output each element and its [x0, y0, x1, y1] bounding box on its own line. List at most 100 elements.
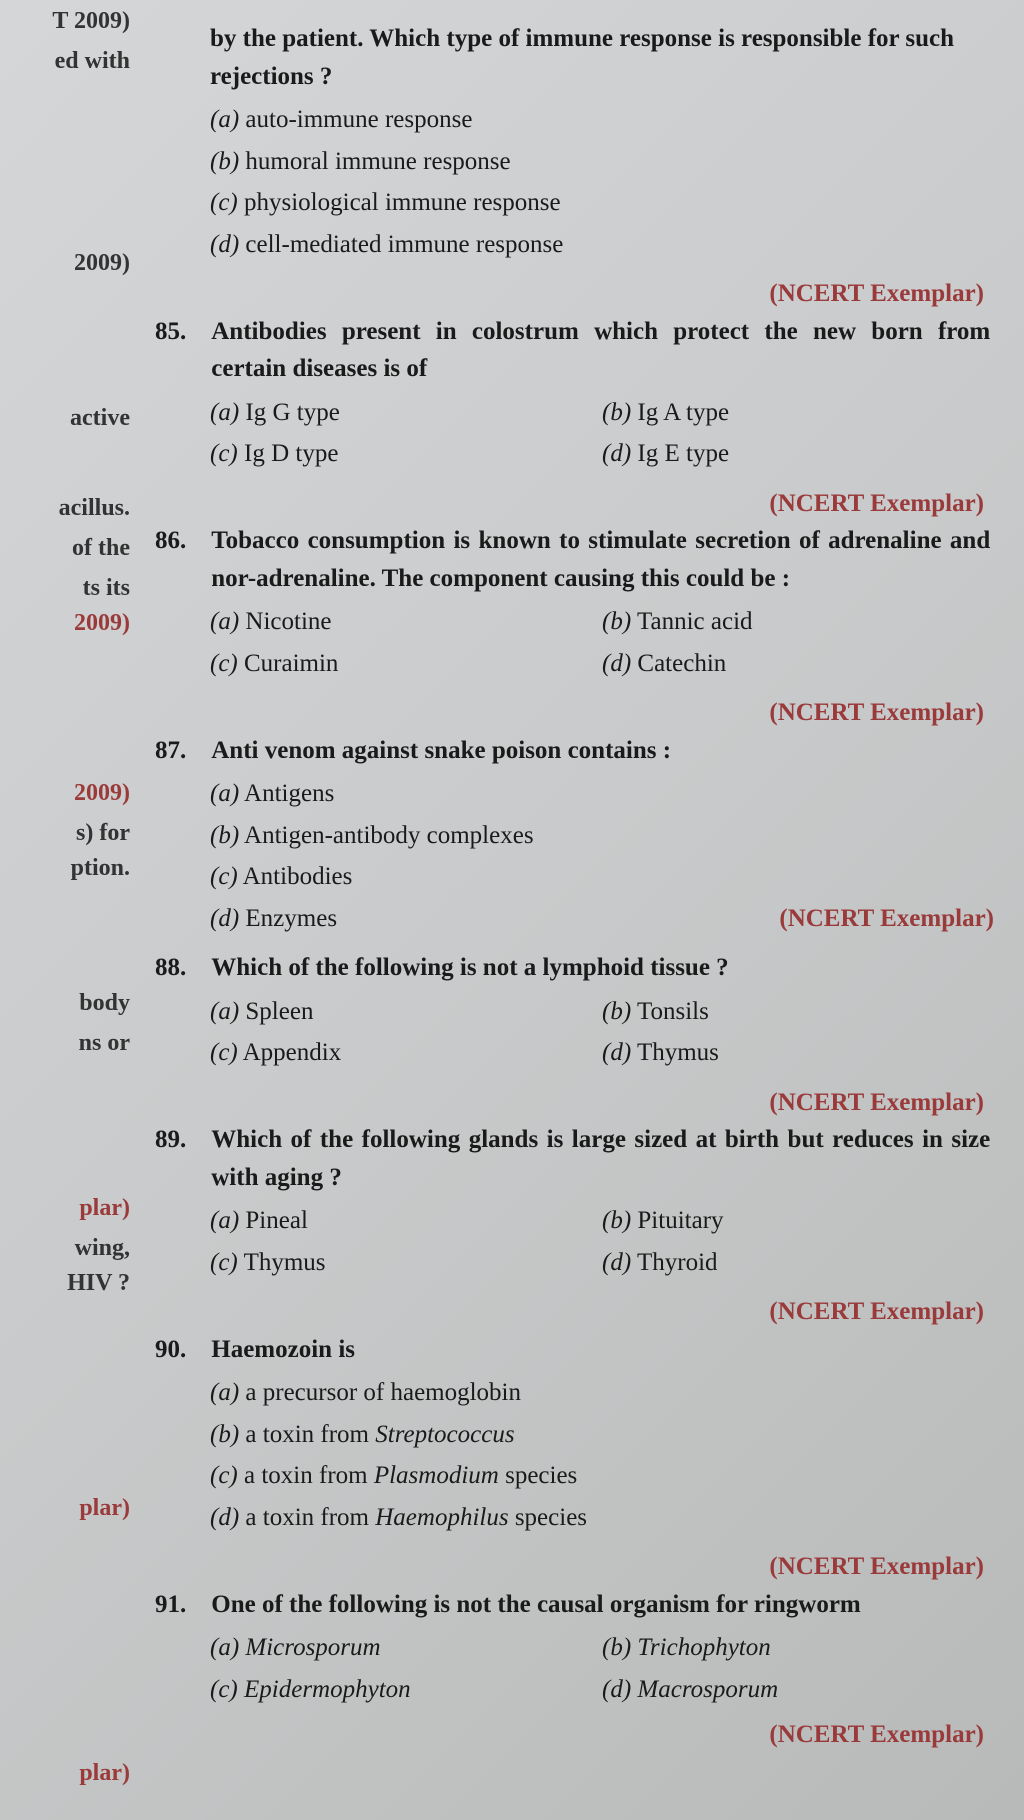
question-87: (NCERT Exemplar) 87. Anti venom against …	[155, 694, 994, 939]
opt-text: Thymus	[244, 1249, 326, 1276]
opt-text: Tonsils	[637, 998, 709, 1025]
opt-text: Trichophyton	[637, 1634, 770, 1661]
question-90: (NCERT Exemplar) 90. Haemozoin is (a) a …	[155, 1293, 994, 1538]
exemplar-tag: (NCERT Exemplar)	[602, 898, 994, 940]
margin-note: 2009)	[74, 780, 130, 807]
opt-label: (d)	[210, 231, 239, 258]
opt-label: (a)	[210, 1634, 239, 1661]
q-number: 89.	[155, 1121, 205, 1159]
exemplar-tag: (NCERT Exemplar)	[155, 1716, 994, 1754]
margin-note: 2009)	[74, 250, 130, 277]
opt-label: (a)	[210, 998, 239, 1025]
opt-text: Ig D type	[244, 440, 338, 467]
q-number: 90.	[155, 1331, 205, 1369]
opt-text: a toxin from Plasmodium species	[244, 1462, 577, 1489]
opt-text: Nicotine	[245, 608, 331, 635]
opt-label: (d)	[602, 650, 631, 677]
question-86: (NCERT Exemplar) 86. Tobacco consumption…	[155, 485, 994, 685]
q-number: 88.	[155, 949, 205, 987]
q-number: 91.	[155, 1586, 205, 1624]
exemplar-tag: (NCERT Exemplar)	[155, 275, 994, 313]
margin-note: plar)	[79, 1195, 130, 1222]
margin-note: plar)	[79, 1495, 130, 1522]
opt-label: (d)	[602, 1249, 631, 1276]
margin-note: HIV ?	[67, 1270, 130, 1297]
opt-label: (b)	[602, 998, 631, 1025]
opt-label: (c)	[210, 863, 238, 890]
opt-label: (c)	[210, 1249, 238, 1276]
opt-text: a toxin from Haemophilus species	[245, 1504, 587, 1531]
left-margin: T 2009) ed with 2009) active acillus. of…	[0, 0, 140, 1820]
exemplar-tag: (NCERT Exemplar)	[155, 1548, 994, 1586]
opt-text: Epidermophyton	[244, 1676, 411, 1703]
opt-label: (b)	[210, 822, 239, 849]
margin-note: wing,	[75, 1235, 130, 1262]
margin-note: plar)	[79, 1760, 130, 1787]
opt-text: Antibodies	[243, 863, 353, 890]
opt-text: auto-immune response	[245, 106, 472, 133]
exemplar-tag: (NCERT Exemplar)	[155, 1084, 994, 1122]
opt-text: Antigen-antibody complexes	[244, 822, 534, 849]
opt-label: (d)	[602, 440, 631, 467]
opt-text: Ig G type	[245, 399, 339, 426]
opt-label: (c)	[210, 440, 238, 467]
q-number: 85.	[155, 313, 205, 351]
opt-label: (d)	[602, 1676, 631, 1703]
q-text: Tobacco consumption is known to stimulat…	[211, 522, 990, 597]
opt-label: (d)	[210, 905, 239, 932]
opt-text: Pituitary	[637, 1207, 723, 1234]
q-number: 86.	[155, 522, 205, 560]
opt-label: (a)	[210, 780, 239, 807]
q-text: Antibodies present in colostrum which pr…	[211, 313, 990, 388]
opt-text: Catechin	[637, 650, 726, 677]
opt-text: Spleen	[245, 998, 313, 1025]
opt-text: Thyroid	[637, 1249, 718, 1276]
opt-text: Ig A type	[637, 399, 729, 426]
exemplar-tag: (NCERT Exemplar)	[155, 694, 994, 732]
opt-label: (b)	[602, 399, 631, 426]
margin-note: body	[79, 990, 130, 1017]
opt-label: (a)	[210, 608, 239, 635]
question-89: (NCERT Exemplar) 89. Which of the follow…	[155, 1084, 994, 1284]
opt-text: Microsporum	[245, 1634, 380, 1661]
opt-text: Appendix	[243, 1039, 342, 1066]
margin-note: T 2009)	[52, 8, 130, 35]
opt-label: (c)	[210, 1462, 238, 1489]
opt-label: (c)	[210, 1039, 238, 1066]
opt-label: (a)	[210, 399, 239, 426]
margin-note: ns or	[79, 1030, 130, 1057]
opt-text: Tannic acid	[637, 608, 753, 635]
opt-label: (b)	[602, 608, 631, 635]
opt-label: (d)	[210, 1504, 239, 1531]
opt-label: (a)	[210, 1379, 239, 1406]
q-text: Haemozoin is	[211, 1331, 990, 1369]
q-text: Which of the following is not a lymphoid…	[211, 949, 990, 987]
margin-note: of the	[72, 535, 130, 562]
question-85: (NCERT Exemplar) 85. Antibodies present …	[155, 275, 994, 475]
exemplar-tag: (NCERT Exemplar)	[155, 1293, 994, 1331]
question-84-partial: by the patient. Which type of immune res…	[155, 20, 994, 265]
exemplar-tag: (NCERT Exemplar)	[155, 485, 994, 523]
q-text: Which of the following glands is large s…	[211, 1121, 990, 1196]
content: by the patient. Which type of immune res…	[155, 20, 994, 1754]
opt-label: (a)	[210, 1207, 239, 1234]
opt-text: humoral immune response	[245, 148, 510, 175]
q-text: One of the following is not the causal o…	[211, 1586, 990, 1624]
opt-label: (b)	[210, 148, 239, 175]
opt-label: (d)	[602, 1039, 631, 1066]
margin-note: s) for	[76, 820, 130, 847]
margin-note: ts its	[83, 575, 130, 602]
q84-intro: by the patient. Which type of immune res…	[210, 20, 994, 95]
opt-label: (b)	[210, 1421, 239, 1448]
question-88: 88. Which of the following is not a lymp…	[155, 949, 994, 1074]
opt-label: (c)	[210, 1676, 238, 1703]
q-text: Anti venom against snake poison contains…	[211, 732, 990, 770]
opt-text: Macrosporum	[637, 1676, 778, 1703]
opt-label: (a)	[210, 106, 239, 133]
opt-text: a precursor of haemoglobin	[245, 1379, 521, 1406]
opt-text: Enzymes	[245, 905, 337, 932]
opt-label: (c)	[210, 650, 238, 677]
margin-note: 2009)	[74, 610, 130, 637]
margin-note: ed with	[55, 48, 130, 75]
opt-label: (b)	[602, 1207, 631, 1234]
